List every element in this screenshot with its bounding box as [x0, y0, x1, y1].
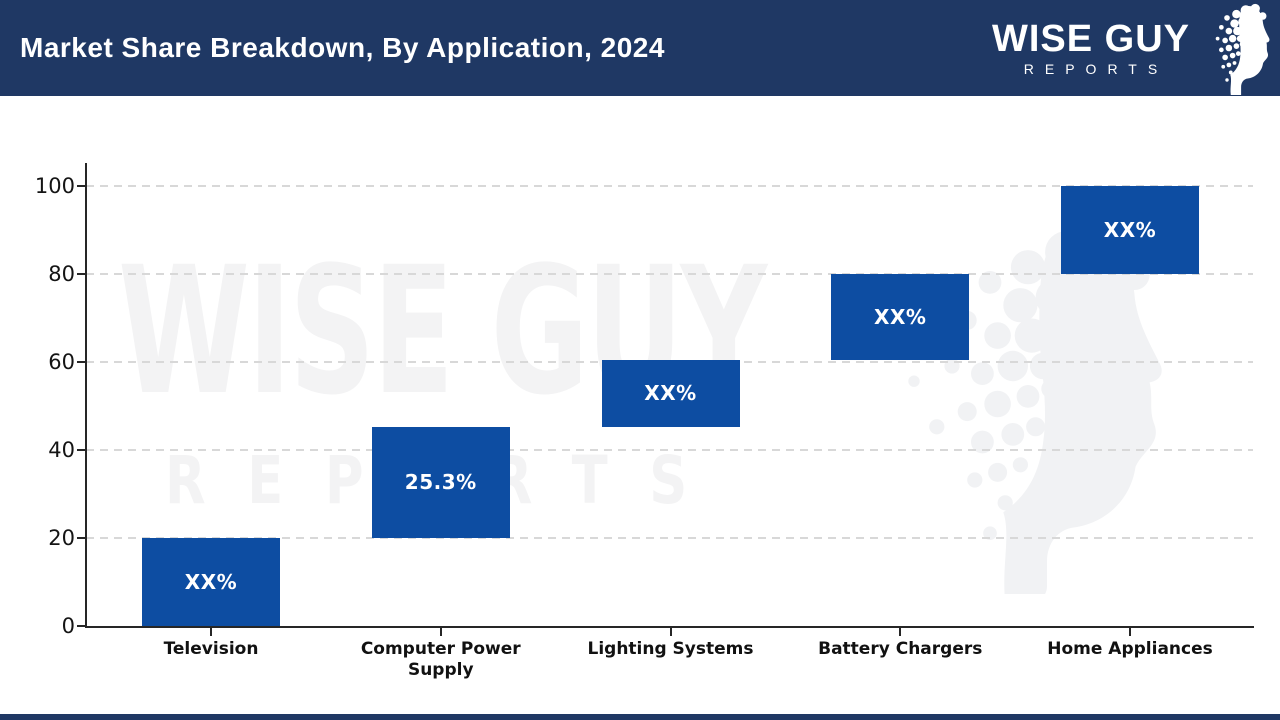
y-tick-label: 40: [48, 438, 75, 462]
gridline: [86, 273, 1253, 275]
y-tick-mark: [77, 537, 85, 539]
y-tick-label: 20: [48, 526, 75, 550]
bar: XX%: [601, 359, 740, 427]
gridline: [86, 449, 1253, 451]
header: Market Share Breakdown, By Application, …: [0, 0, 1280, 96]
x-axis-label: Battery Chargers: [818, 639, 983, 659]
y-tick-mark: [77, 185, 85, 187]
bar-value-label: XX%: [874, 304, 927, 329]
logo-wordmark: WISE GUY REPORTS: [992, 20, 1190, 76]
footer-bar: [0, 714, 1280, 720]
x-axis-label: Lighting Systems: [587, 639, 754, 659]
x-tick-mark: [439, 628, 442, 636]
x-tick-mark: [1129, 628, 1131, 636]
y-tick-mark: [77, 449, 85, 451]
logo-text-reports: REPORTS: [1023, 61, 1169, 77]
y-axis-line: [85, 163, 87, 628]
y-tick-label: 60: [48, 350, 75, 374]
x-axis-line: [85, 626, 1254, 628]
bar-value-label: XX%: [644, 381, 697, 406]
y-tick-label: 0: [61, 614, 75, 638]
plot-area: WISE GUY REPORTS 020406080100XX%Televisi…: [0, 96, 1280, 714]
x-axis-label: Home Appliances: [1047, 639, 1213, 659]
y-tick-mark: [77, 273, 85, 275]
gridline: [86, 185, 1253, 187]
x-axis-label: Computer Power Supply: [360, 639, 521, 680]
gridline: [86, 537, 1253, 539]
bar: XX%: [1061, 186, 1199, 274]
x-axis-label: Television: [163, 639, 259, 659]
bar-value-label: XX%: [1103, 218, 1157, 242]
y-tick-label: 100: [34, 174, 75, 198]
bar-value-label: XX%: [184, 570, 238, 594]
bar-value-label: 25.3%: [404, 470, 477, 495]
bar: XX%: [831, 274, 970, 360]
y-tick-label: 80: [48, 262, 75, 286]
logo-text-wise-guy: WISE GUY: [991, 18, 1190, 60]
logo-face-icon: [1215, 3, 1270, 95]
y-tick-mark: [77, 361, 85, 363]
x-tick-mark: [210, 628, 212, 636]
chart-title: Market Share Breakdown, By Application, …: [20, 32, 665, 63]
x-tick-mark: [899, 628, 902, 636]
y-tick-mark: [77, 625, 85, 627]
wiseguy-logo: WISE GUY REPORTS: [992, 1, 1274, 95]
bar: XX%: [142, 538, 280, 626]
bar: 25.3%: [371, 426, 510, 538]
x-tick-mark: [669, 628, 672, 636]
